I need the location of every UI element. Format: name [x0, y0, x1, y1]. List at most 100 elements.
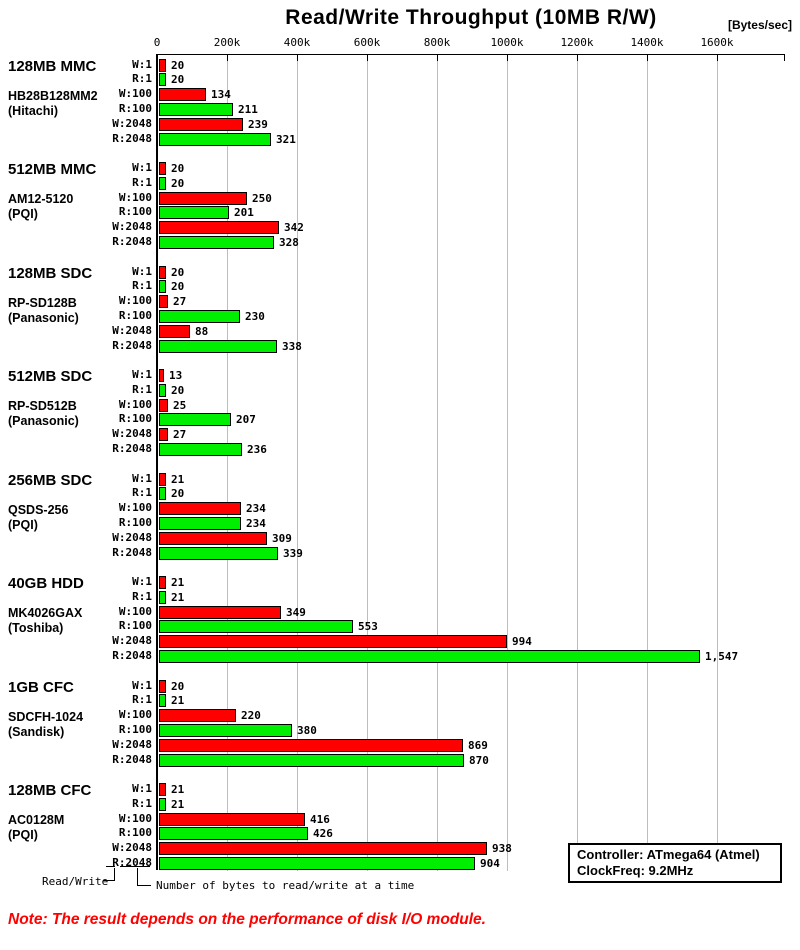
- row-label-r-2048: R:2048: [112, 442, 152, 455]
- 512mb-mmc-value-r-100: 201: [234, 206, 254, 220]
- 256mb-sdc-bar-w-100: [159, 502, 241, 516]
- 40gb-hdd-bar-r-2048: [159, 650, 700, 663]
- device-block-1gb-cfc: 1GB CFC SDCFH-1024 (Sandisk): [8, 679, 153, 739]
- 40gb-hdd-value-r-100: 553: [358, 620, 378, 634]
- row-label-r-100: R:100: [118, 205, 152, 219]
- row-label-w-100: W:100: [118, 87, 152, 101]
- 128mb-mmc-bar-w-1: [159, 58, 166, 72]
- row-label-w-2048: W:2048: [112, 116, 152, 130]
- row-label-r-1: R:1: [132, 589, 152, 603]
- 128mb-sdc-bar-w-100: [159, 295, 168, 309]
- row-label-r-1: R:1: [132, 693, 152, 707]
- 512mb-mmc-bar-r-100: [159, 206, 229, 220]
- 1gb-cfc-bar-w-2048: [159, 738, 463, 752]
- device-maker: (Panasonic): [8, 310, 79, 325]
- 512mb-sdc-value-r-1: 20: [171, 383, 185, 397]
- 512mb-mmc-value-w-1: 20: [171, 162, 185, 175]
- device-block-128mb-cfc: 128MB CFC AC0128M (PQI): [8, 782, 153, 842]
- axis-tick: [297, 55, 298, 61]
- 128mb-cfc-bar-w-100: [159, 812, 305, 826]
- 512mb-mmc-bar-r-1: [159, 176, 166, 190]
- 1gb-cfc-value-w-2048: 869: [468, 738, 488, 752]
- legend-read-write: Read/Write: [42, 875, 109, 888]
- 512mb-mmc-bar-w-2048: [159, 221, 279, 235]
- 256mb-sdc-bar-r-1: [159, 487, 166, 501]
- row-label-w-2048: W:2048: [112, 530, 152, 544]
- row-label-w-1: W:1: [132, 782, 152, 795]
- 128mb-cfc-value-w-100: 416: [310, 812, 330, 826]
- 40gb-hdd-value-w-100: 349: [286, 605, 306, 619]
- row-label-w-1: W:1: [132, 57, 152, 71]
- 1gb-cfc-value-r-2048: 870: [469, 753, 489, 767]
- 128mb-mmc-value-r-1: 20: [171, 73, 185, 87]
- 128mb-cfc-bar-r-1: [159, 797, 166, 811]
- controller-info-box: Controller: ATmega64 (Atmel) ClockFreq: …: [568, 843, 782, 883]
- row-label-w-2048: W:2048: [112, 634, 152, 648]
- device-block-40gb-hdd: 40GB HDD MK4026GAX (Toshiba): [8, 575, 153, 635]
- row-label-w-2048: W:2048: [112, 427, 152, 441]
- device-name: 40GB HDD: [8, 575, 84, 592]
- axis-tick-end: [784, 55, 785, 61]
- 40gb-hdd-bar-w-1: [159, 576, 166, 589]
- 256mb-sdc-bar-r-100: [159, 516, 241, 530]
- row-label-r-100: R:100: [118, 515, 152, 529]
- device-model: SDCFH-1024: [8, 709, 84, 724]
- 128mb-sdc-bar-w-1: [159, 265, 166, 279]
- x-tick-label-1200k: 1200k: [560, 36, 594, 49]
- 128mb-mmc-bar-r-2048: [159, 132, 271, 146]
- controller-line: Controller: ATmega64 (Atmel): [577, 847, 760, 862]
- 128mb-sdc-bar-w-2048: [159, 324, 190, 338]
- row-label-w-100: W:100: [118, 501, 152, 515]
- 512mb-mmc-bar-w-100: [159, 191, 247, 205]
- 128mb-mmc-value-r-100: 211: [238, 102, 258, 116]
- 128mb-cfc-value-r-2048: 904: [480, 857, 500, 870]
- axis-tick: [367, 55, 368, 61]
- row-label-w-100: W:100: [118, 397, 152, 411]
- row-label-r-100: R:100: [118, 101, 152, 115]
- row-label-w-1: W:1: [132, 471, 152, 485]
- callout-underline-bytes: [120, 866, 150, 867]
- row-label-w-2048: W:2048: [112, 220, 152, 234]
- callout-connector-bytes: [137, 868, 151, 886]
- row-label-r-1: R:1: [132, 175, 152, 189]
- 128mb-mmc-value-w-2048: 239: [248, 117, 268, 131]
- 512mb-sdc-bar-w-100: [159, 398, 168, 412]
- device-name: 128MB SDC: [8, 264, 93, 282]
- device-block-128mb-sdc: 128MB SDC RP-SD128B (Panasonic): [8, 264, 153, 325]
- axis-tick: [507, 55, 508, 61]
- row-label-r-100: R:100: [118, 619, 152, 633]
- axis-tick: [577, 55, 578, 61]
- 512mb-mmc-bar-w-1: [159, 162, 166, 175]
- 128mb-sdc-bar-r-2048: [159, 339, 277, 353]
- row-label-r-2048: R:2048: [112, 235, 152, 248]
- 128mb-cfc-bar-w-1: [159, 783, 166, 796]
- gridline-600k: [367, 55, 368, 871]
- plot-area: 20 20 134 211 239 321 20 20 250 201 342 328 20 20 27 23…: [157, 54, 785, 871]
- 40gb-hdd-value-r-1: 21: [171, 590, 185, 604]
- gridline-200k: [227, 55, 228, 871]
- 128mb-cfc-value-r-1: 21: [171, 797, 185, 811]
- 512mb-mmc-value-w-100: 250: [252, 191, 272, 205]
- row-label-r-2048: R:2048: [112, 752, 152, 766]
- 128mb-sdc-value-w-1: 20: [171, 265, 185, 279]
- 40gb-hdd-bar-r-1: [159, 590, 166, 604]
- gridline-400k: [297, 55, 298, 871]
- 128mb-sdc-bar-r-100: [159, 309, 240, 323]
- row-label-r-2048: R:2048: [112, 649, 152, 662]
- device-maker: (PQI): [8, 517, 38, 532]
- row-label-r-100: R:100: [118, 826, 152, 840]
- row-label-w-1: W:1: [132, 575, 152, 588]
- 512mb-sdc-bar-r-2048: [159, 443, 242, 456]
- 128mb-sdc-value-r-1: 20: [171, 280, 185, 294]
- row-label-r-2048: R:2048: [112, 856, 152, 869]
- 256mb-sdc-bar-r-2048: [159, 546, 278, 560]
- x-tick-label-1400k: 1400k: [630, 36, 664, 49]
- 128mb-sdc-value-w-2048: 88: [195, 324, 209, 338]
- gridline-1600k: [717, 55, 718, 871]
- 256mb-sdc-bar-w-1: [159, 472, 166, 486]
- device-model: AM12-5120: [8, 192, 74, 206]
- gridline-1000k: [507, 55, 508, 871]
- gridline-1400k: [647, 55, 648, 871]
- 128mb-mmc-bar-w-2048: [159, 117, 243, 131]
- axis-tick: [717, 55, 718, 61]
